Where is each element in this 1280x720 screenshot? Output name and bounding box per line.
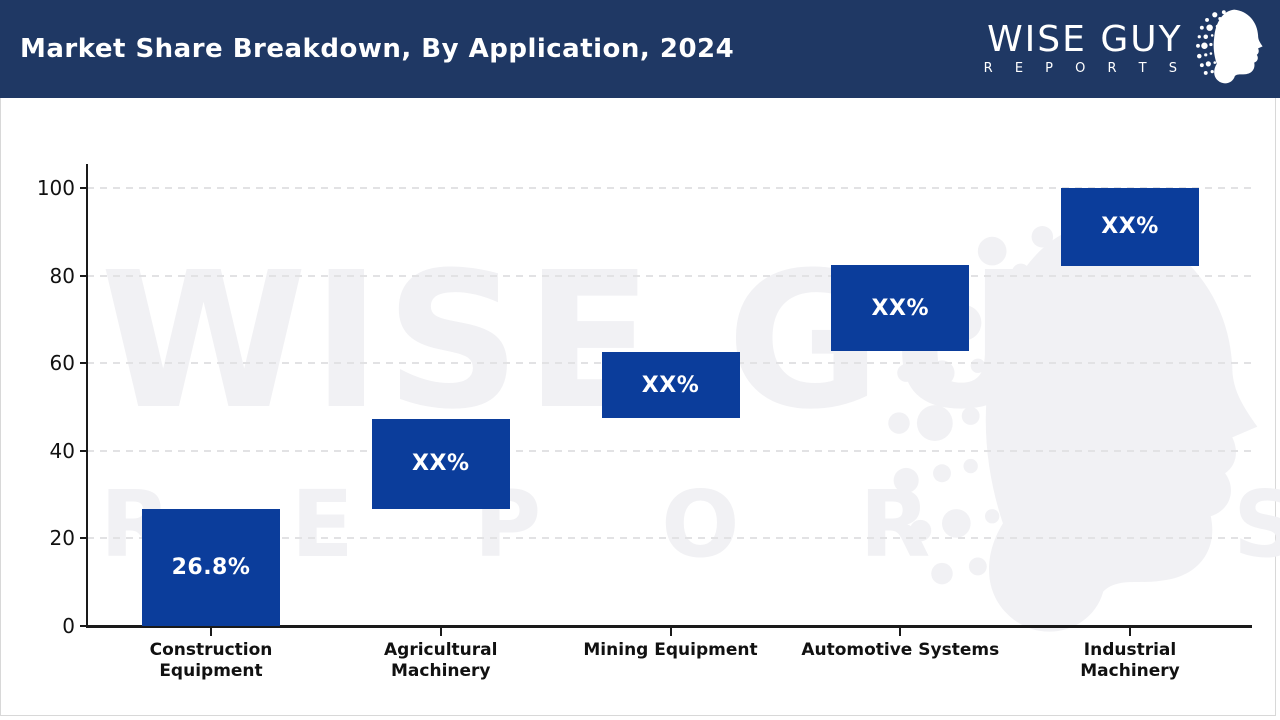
y-axis-tick <box>80 449 88 452</box>
x-axis-tick <box>210 628 212 636</box>
y-axis-tick-label: 80 <box>49 263 75 288</box>
logo-line-wise-guy: WISE GUY <box>987 19 1183 60</box>
grid-line <box>87 274 1252 277</box>
y-axis-tick-label: 60 <box>49 351 75 376</box>
page-title: Market Share Breakdown, By Application, … <box>20 34 735 64</box>
bar-automotive-systems: XX% <box>831 264 970 352</box>
bar-value-label: XX% <box>871 295 929 321</box>
y-axis-tick <box>80 537 88 540</box>
logo-line-reports: R E P O R T S <box>983 61 1186 76</box>
y-axis-tick <box>80 625 88 627</box>
x-axis-spine <box>86 625 1252 628</box>
grid-line <box>87 449 1252 452</box>
logo-wordmark: WISE GUY R E P O R T S <box>984 21 1186 77</box>
y-axis-tick-label: 40 <box>49 438 75 463</box>
bar-mining-equipment: XX% <box>601 352 740 419</box>
x-axis-tick-label: Mining Equipment <box>583 640 758 660</box>
y-axis-spine <box>86 164 88 628</box>
x-axis-tick-label: Agricultural Machinery <box>384 640 498 681</box>
bar-value-label: XX% <box>412 451 470 477</box>
x-axis-tick <box>439 628 442 636</box>
header-bar: Market Share Breakdown, By Application, … <box>0 0 1280 98</box>
grid-line <box>87 537 1252 540</box>
bar-value-label: 26.8% <box>171 554 251 580</box>
bar-construction-equipment: 26.8% <box>142 508 280 626</box>
x-axis-tick-label: Construction Equipment <box>149 640 273 681</box>
x-axis-tick <box>1129 628 1131 636</box>
x-axis-tick-label: Automotive Systems <box>801 640 1000 660</box>
wiseguy-logo: WISE GUY R E P O R T S <box>984 0 1268 98</box>
y-axis-tick-label: 100 <box>36 176 75 200</box>
x-axis-tick <box>669 628 672 636</box>
grid-line <box>87 187 1252 189</box>
bar-industrial-machinery: XX% <box>1061 188 1199 266</box>
bar-value-label: XX% <box>641 372 700 398</box>
x-axis-tick <box>899 628 902 636</box>
x-axis-tick-label: Industrial Machinery <box>1080 640 1180 681</box>
y-axis-tick <box>80 274 88 277</box>
bar-value-label: XX% <box>1101 214 1159 240</box>
bar-agricultural-machinery: XX% <box>371 419 510 509</box>
y-axis-tick-label: 20 <box>49 526 75 551</box>
y-axis-tick-label: 0 <box>62 614 75 638</box>
y-axis-tick <box>80 362 88 365</box>
y-axis-tick <box>80 187 88 189</box>
